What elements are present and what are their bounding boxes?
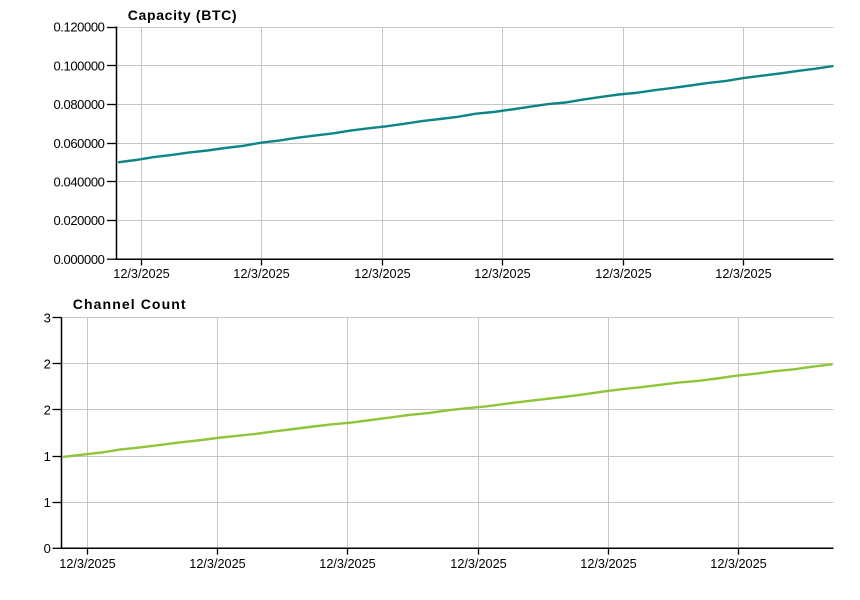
svg-text:1: 1 bbox=[44, 495, 51, 510]
svg-text:12/3/2025: 12/3/2025 bbox=[59, 557, 115, 571]
svg-text:0.040000: 0.040000 bbox=[53, 175, 104, 190]
svg-text:12/3/2025: 12/3/2025 bbox=[113, 267, 169, 281]
svg-text:2: 2 bbox=[44, 403, 51, 418]
svg-text:12/3/2025: 12/3/2025 bbox=[580, 557, 636, 571]
svg-text:0: 0 bbox=[44, 541, 51, 556]
svg-text:0.120000: 0.120000 bbox=[53, 20, 104, 35]
svg-text:3: 3 bbox=[44, 310, 51, 325]
svg-text:1: 1 bbox=[44, 449, 51, 464]
svg-text:Channel Count: Channel Count bbox=[73, 296, 187, 312]
svg-text:12/3/2025: 12/3/2025 bbox=[233, 267, 289, 281]
svg-text:12/3/2025: 12/3/2025 bbox=[595, 267, 651, 281]
svg-text:12/3/2025: 12/3/2025 bbox=[715, 267, 771, 281]
svg-text:0.000000: 0.000000 bbox=[53, 252, 104, 267]
svg-text:12/3/2025: 12/3/2025 bbox=[710, 557, 766, 571]
svg-text:0.080000: 0.080000 bbox=[53, 97, 104, 112]
svg-text:12/3/2025: 12/3/2025 bbox=[189, 557, 245, 571]
svg-text:12/3/2025: 12/3/2025 bbox=[319, 557, 375, 571]
svg-text:12/3/2025: 12/3/2025 bbox=[450, 557, 506, 571]
svg-text:0.100000: 0.100000 bbox=[53, 58, 104, 73]
svg-text:2: 2 bbox=[44, 357, 51, 372]
svg-text:12/3/2025: 12/3/2025 bbox=[474, 267, 530, 281]
svg-text:Capacity (BTC): Capacity (BTC) bbox=[128, 7, 237, 23]
svg-text:12/3/2025: 12/3/2025 bbox=[354, 267, 410, 281]
svg-text:0.060000: 0.060000 bbox=[53, 136, 104, 151]
svg-text:0.020000: 0.020000 bbox=[53, 213, 104, 228]
